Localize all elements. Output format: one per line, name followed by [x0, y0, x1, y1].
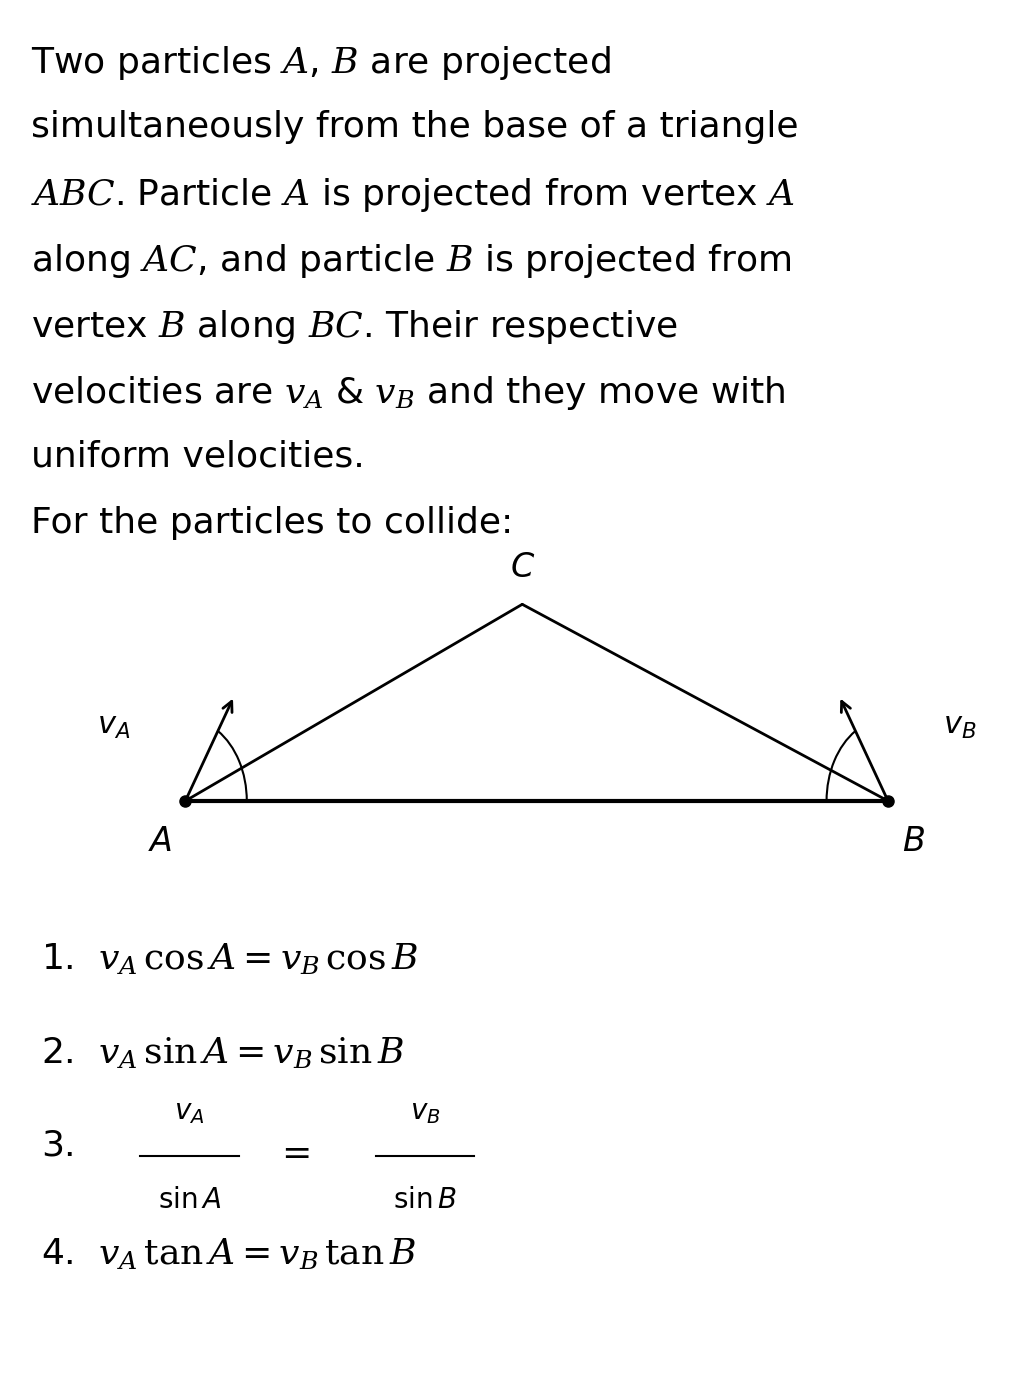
Text: $\mathrm{sin}\,A$: $\mathrm{sin}\,A$ — [158, 1187, 221, 1214]
Text: $\mathit{ABC}$. Particle $\mathit{A}$ is projected from vertex $\mathit{A}$: $\mathit{ABC}$. Particle $\mathit{A}$ is… — [31, 176, 795, 214]
Text: 4.  $v_A\,\mathrm{tan}\,A = v_B\,\mathrm{tan}\,B$: 4. $v_A\,\mathrm{tan}\,A = v_B\,\mathrm{… — [41, 1236, 417, 1272]
Text: $v_A$: $v_A$ — [97, 710, 130, 741]
Text: Two particles $\mathit{A}$, $\mathit{B}$ are projected: Two particles $\mathit{A}$, $\mathit{B}$… — [31, 44, 610, 82]
Text: $C$: $C$ — [510, 551, 535, 583]
Text: $B$: $B$ — [902, 825, 925, 858]
Text: $\mathrm{sin}\,B$: $\mathrm{sin}\,B$ — [393, 1187, 457, 1214]
Text: $v_B$: $v_B$ — [943, 710, 977, 741]
Text: uniform velocities.: uniform velocities. — [31, 440, 365, 474]
Text: 3.: 3. — [41, 1129, 76, 1163]
Text: $v_B$: $v_B$ — [410, 1099, 440, 1126]
Text: 2.  $v_A\,\mathrm{sin}\,A = v_B\,\mathrm{sin}\,B$: 2. $v_A\,\mathrm{sin}\,A = v_B\,\mathrm{… — [41, 1035, 404, 1071]
Text: $v_A$: $v_A$ — [174, 1099, 205, 1126]
Text: simultaneously from the base of a triangle: simultaneously from the base of a triang… — [31, 110, 799, 144]
Text: For the particles to collide:: For the particles to collide: — [31, 506, 513, 540]
Text: $=$: $=$ — [274, 1136, 309, 1169]
Text: vertex $\mathit{B}$ along $\mathit{BC}$. Their respective: vertex $\mathit{B}$ along $\mathit{BC}$.… — [31, 308, 678, 346]
Text: along $\mathit{AC}$, and particle $\mathit{B}$ is projected from: along $\mathit{AC}$, and particle $\math… — [31, 242, 791, 280]
Text: 1.  $v_A\,\mathrm{cos}\,A = v_B\,\mathrm{cos}\,B$: 1. $v_A\,\mathrm{cos}\,A = v_B\,\mathrm{… — [41, 942, 419, 978]
Text: velocities are $v_A$ & $v_B$ and they move with: velocities are $v_A$ & $v_B$ and they mo… — [31, 374, 785, 412]
Text: $A$: $A$ — [147, 825, 172, 858]
